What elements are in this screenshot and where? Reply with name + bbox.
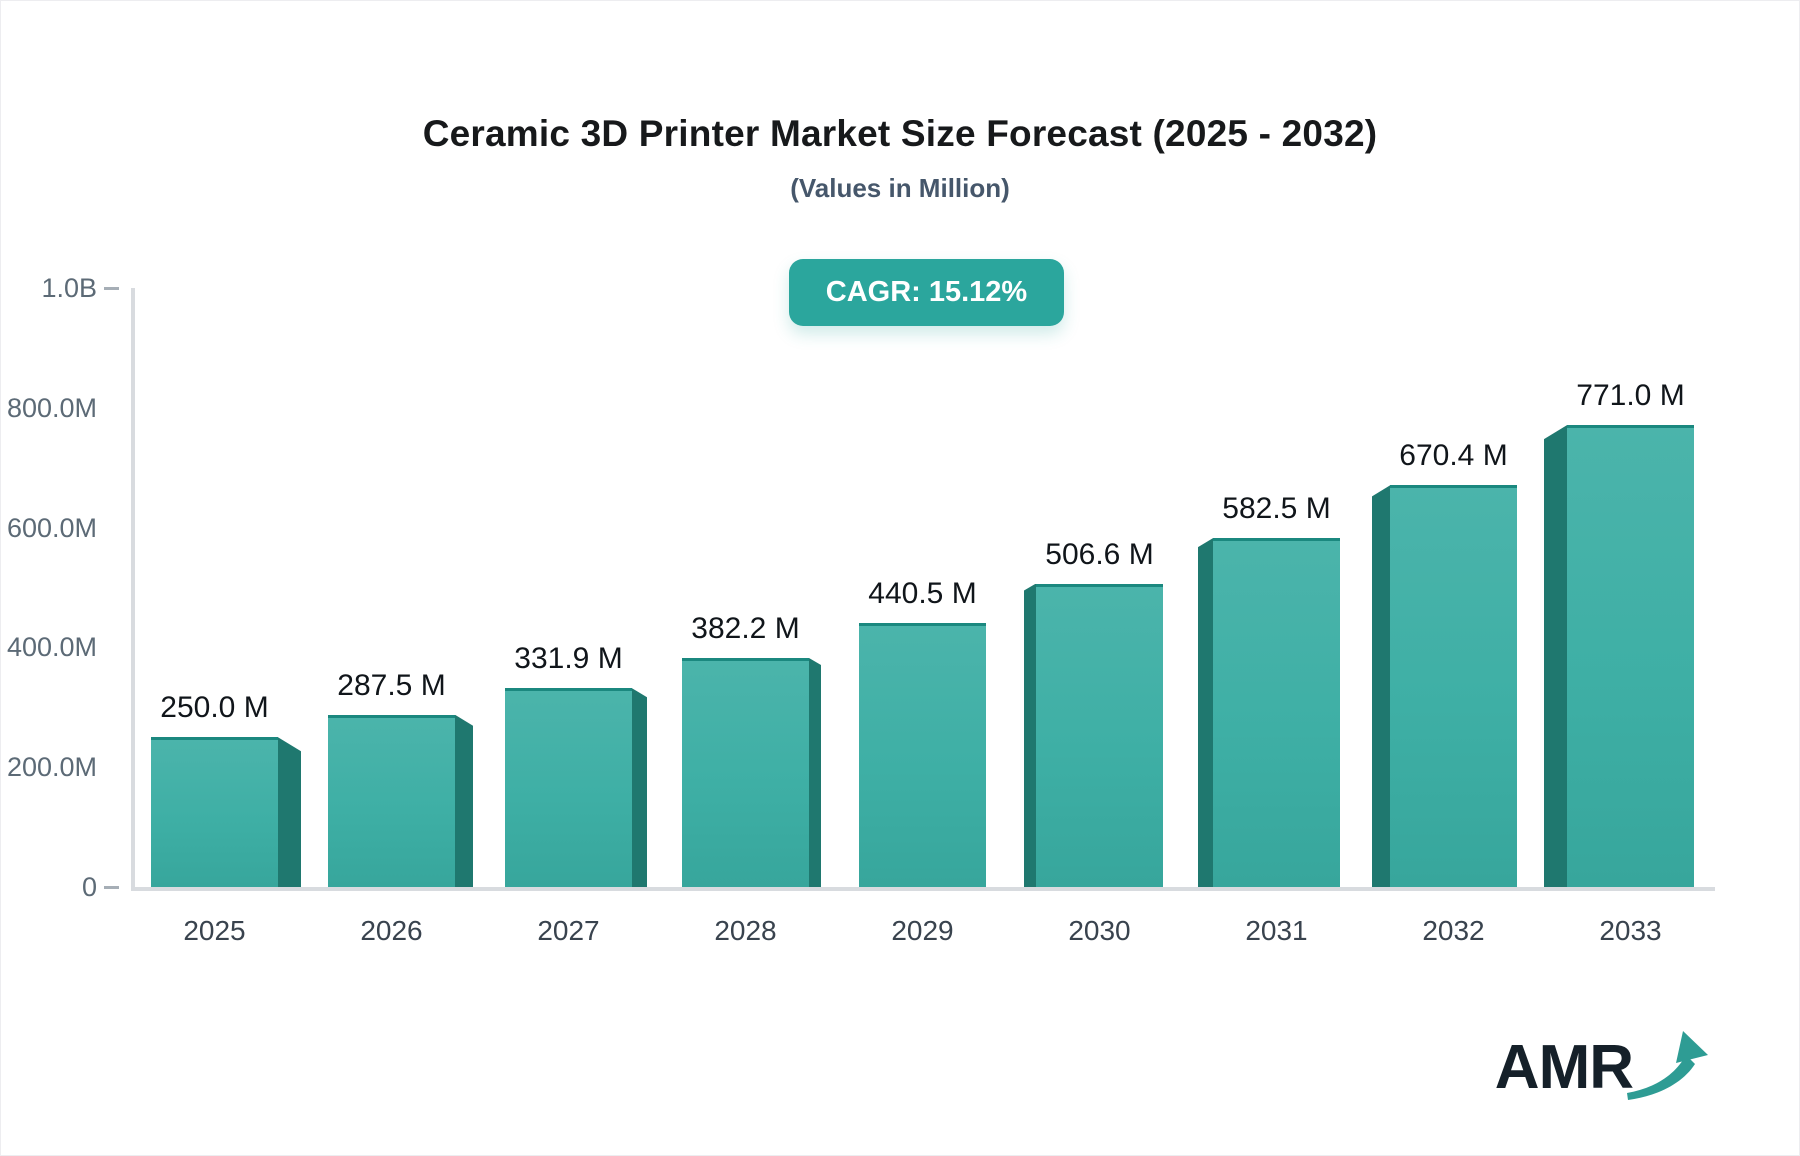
x-axis-baseline bbox=[131, 887, 1715, 891]
x-axis-label-2030: 2030 bbox=[1068, 915, 1131, 946]
x-axis-label-2026: 2026 bbox=[360, 915, 423, 946]
y-axis-label-800.0M: 800.0M bbox=[6, 392, 97, 423]
bar-side-face-2031 bbox=[1198, 538, 1213, 887]
y-axis-line bbox=[131, 288, 135, 891]
y-axis-tick-1.0B bbox=[104, 287, 119, 290]
bar-value-label-2025: 250.0 M bbox=[160, 691, 269, 725]
cagr-badge-label: CAGR: 15.12% bbox=[825, 276, 1028, 308]
bar-2030[interactable] bbox=[1036, 583, 1163, 887]
bar-2032[interactable] bbox=[1390, 485, 1517, 887]
bar-value-label-2033: 771.0 M bbox=[1576, 379, 1685, 413]
bar-side-face-2027 bbox=[632, 688, 647, 887]
bar-2028[interactable] bbox=[682, 658, 809, 887]
y-axis-tick-0 bbox=[104, 886, 119, 889]
bar-side-face-2033 bbox=[1544, 425, 1567, 887]
bar-2027[interactable] bbox=[505, 688, 632, 887]
bar-2029[interactable] bbox=[859, 623, 986, 887]
x-axis-label-2033: 2033 bbox=[1599, 915, 1662, 946]
x-axis-label-2028: 2028 bbox=[714, 915, 777, 946]
trend-up-arrow-icon bbox=[1627, 1031, 1708, 1100]
bar-2025[interactable] bbox=[151, 737, 278, 887]
bar-side-face-2025 bbox=[278, 737, 301, 887]
bar-2031[interactable] bbox=[1213, 538, 1340, 887]
bar-value-label-2028: 382.2 M bbox=[691, 612, 800, 646]
bar-side-face-2030 bbox=[1024, 583, 1036, 887]
y-axis-label-200.0M: 200.0M bbox=[6, 752, 97, 783]
x-axis-label-2031: 2031 bbox=[1245, 915, 1308, 946]
bar-2026[interactable] bbox=[328, 714, 455, 887]
bar-value-label-2026: 287.5 M bbox=[337, 668, 446, 702]
x-axis-label-2032: 2032 bbox=[1422, 915, 1485, 946]
chart-title: Ceramic 3D Printer Market Size Forecast … bbox=[422, 113, 1378, 154]
y-axis-label-400.0M: 400.0M bbox=[6, 632, 97, 663]
x-axis-label-2025: 2025 bbox=[183, 915, 246, 946]
chart-subtitle: (Values in Million) bbox=[790, 173, 1010, 203]
bar-side-face-2026 bbox=[455, 714, 473, 887]
x-axis-label-2029: 2029 bbox=[891, 915, 954, 946]
y-axis-label-1.0B: 1.0B bbox=[41, 273, 97, 303]
bar-side-face-2028 bbox=[809, 658, 821, 887]
bar-value-label-2030: 506.6 M bbox=[1045, 537, 1154, 571]
bar-2033[interactable] bbox=[1567, 425, 1694, 887]
cagr-badge: CAGR: 15.12% bbox=[789, 259, 1064, 326]
y-axis-label-600.0M: 600.0M bbox=[6, 512, 97, 543]
bar-value-label-2031: 582.5 M bbox=[1222, 492, 1331, 526]
bar-value-label-2032: 670.4 M bbox=[1399, 439, 1508, 473]
bar-value-label-2027: 331.9 M bbox=[514, 642, 623, 676]
bar-value-label-2029: 440.5 M bbox=[868, 577, 977, 611]
amr-logo: AMR bbox=[1494, 1031, 1711, 1103]
amr-logo-text: AMR bbox=[1494, 1033, 1634, 1102]
y-axis-label-0: 0 bbox=[81, 872, 97, 902]
bar-side-face-2032 bbox=[1372, 485, 1390, 887]
x-axis-label-2027: 2027 bbox=[537, 915, 600, 946]
